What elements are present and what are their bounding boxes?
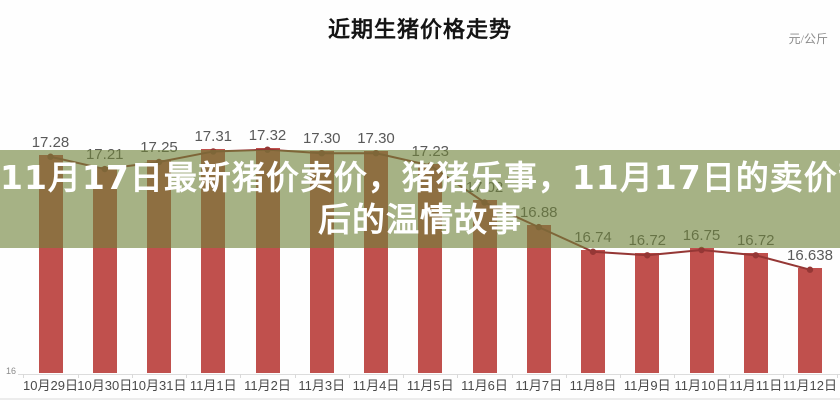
axis-tick	[782, 374, 784, 378]
x-axis-label: 11月1日	[189, 378, 237, 393]
x-axis-label: 11月8日	[569, 378, 617, 393]
chart-title: 近期生猪价格走势	[327, 17, 512, 42]
line-dot	[806, 266, 814, 273]
headline-line-1: 11月17日最新猪价卖价，猪猪乐事，11月17日的卖价背	[0, 158, 840, 197]
bar	[526, 225, 551, 373]
axis-tick	[620, 374, 622, 378]
x-axis-label: 11月6日	[461, 378, 508, 393]
bar	[798, 267, 822, 373]
value-label: 17.30	[357, 130, 395, 148]
x-axis-label: 11月11日	[729, 378, 783, 393]
y-axis-min-label: 16	[6, 366, 17, 376]
axis-tick	[674, 374, 676, 378]
value-label: 17.31	[194, 128, 233, 146]
headline-line-2: 后的温情故事	[318, 200, 522, 239]
axis-tick	[565, 374, 567, 378]
bar	[635, 253, 660, 373]
axis-tick	[348, 374, 350, 378]
value-label: 17.28	[31, 133, 70, 151]
x-axis-label: 10月30日	[77, 378, 133, 393]
axis-tick	[186, 374, 188, 378]
x-axis-label: 11月2日	[244, 378, 291, 393]
unit-label: 元/公斤	[788, 32, 828, 46]
axis-tick	[23, 374, 25, 378]
bar	[743, 253, 768, 373]
line-dot	[698, 246, 705, 254]
axis-tick	[131, 374, 133, 378]
axis-tick	[457, 374, 459, 378]
bar	[581, 249, 605, 373]
axis-tick	[728, 374, 730, 378]
x-axis-label: 11月5日	[406, 378, 454, 393]
value-label: 17.32	[248, 126, 287, 144]
x-axis-label: 11月10日	[674, 378, 729, 393]
x-axis-label: 11月12日	[783, 378, 837, 393]
x-axis-label: 10月29日	[23, 378, 78, 393]
axis-tick	[77, 374, 79, 378]
value-label: 16.638	[787, 246, 833, 264]
x-axis-label: 10月31日	[131, 378, 187, 393]
bar	[689, 248, 714, 373]
axis-tick	[294, 374, 296, 378]
value-label: 17.30	[302, 130, 341, 148]
line-dot	[589, 248, 597, 255]
axis-tick	[837, 374, 839, 378]
line-dot	[752, 252, 759, 259]
line-dot	[644, 252, 651, 259]
x-axis-label: 11月7日	[515, 378, 563, 393]
x-axis-label: 11月9日	[623, 378, 671, 393]
x-axis-label: 11月3日	[298, 378, 346, 393]
headline-banner: 11月17日最新猪价卖价，猪猪乐事，11月17日的卖价背 后的温情故事	[0, 150, 840, 248]
axis-tick	[511, 374, 513, 378]
x-axis-line	[18, 374, 840, 375]
x-axis-label: 11月4日	[352, 378, 400, 393]
axis-tick	[403, 374, 405, 378]
axis-tick	[240, 374, 242, 378]
